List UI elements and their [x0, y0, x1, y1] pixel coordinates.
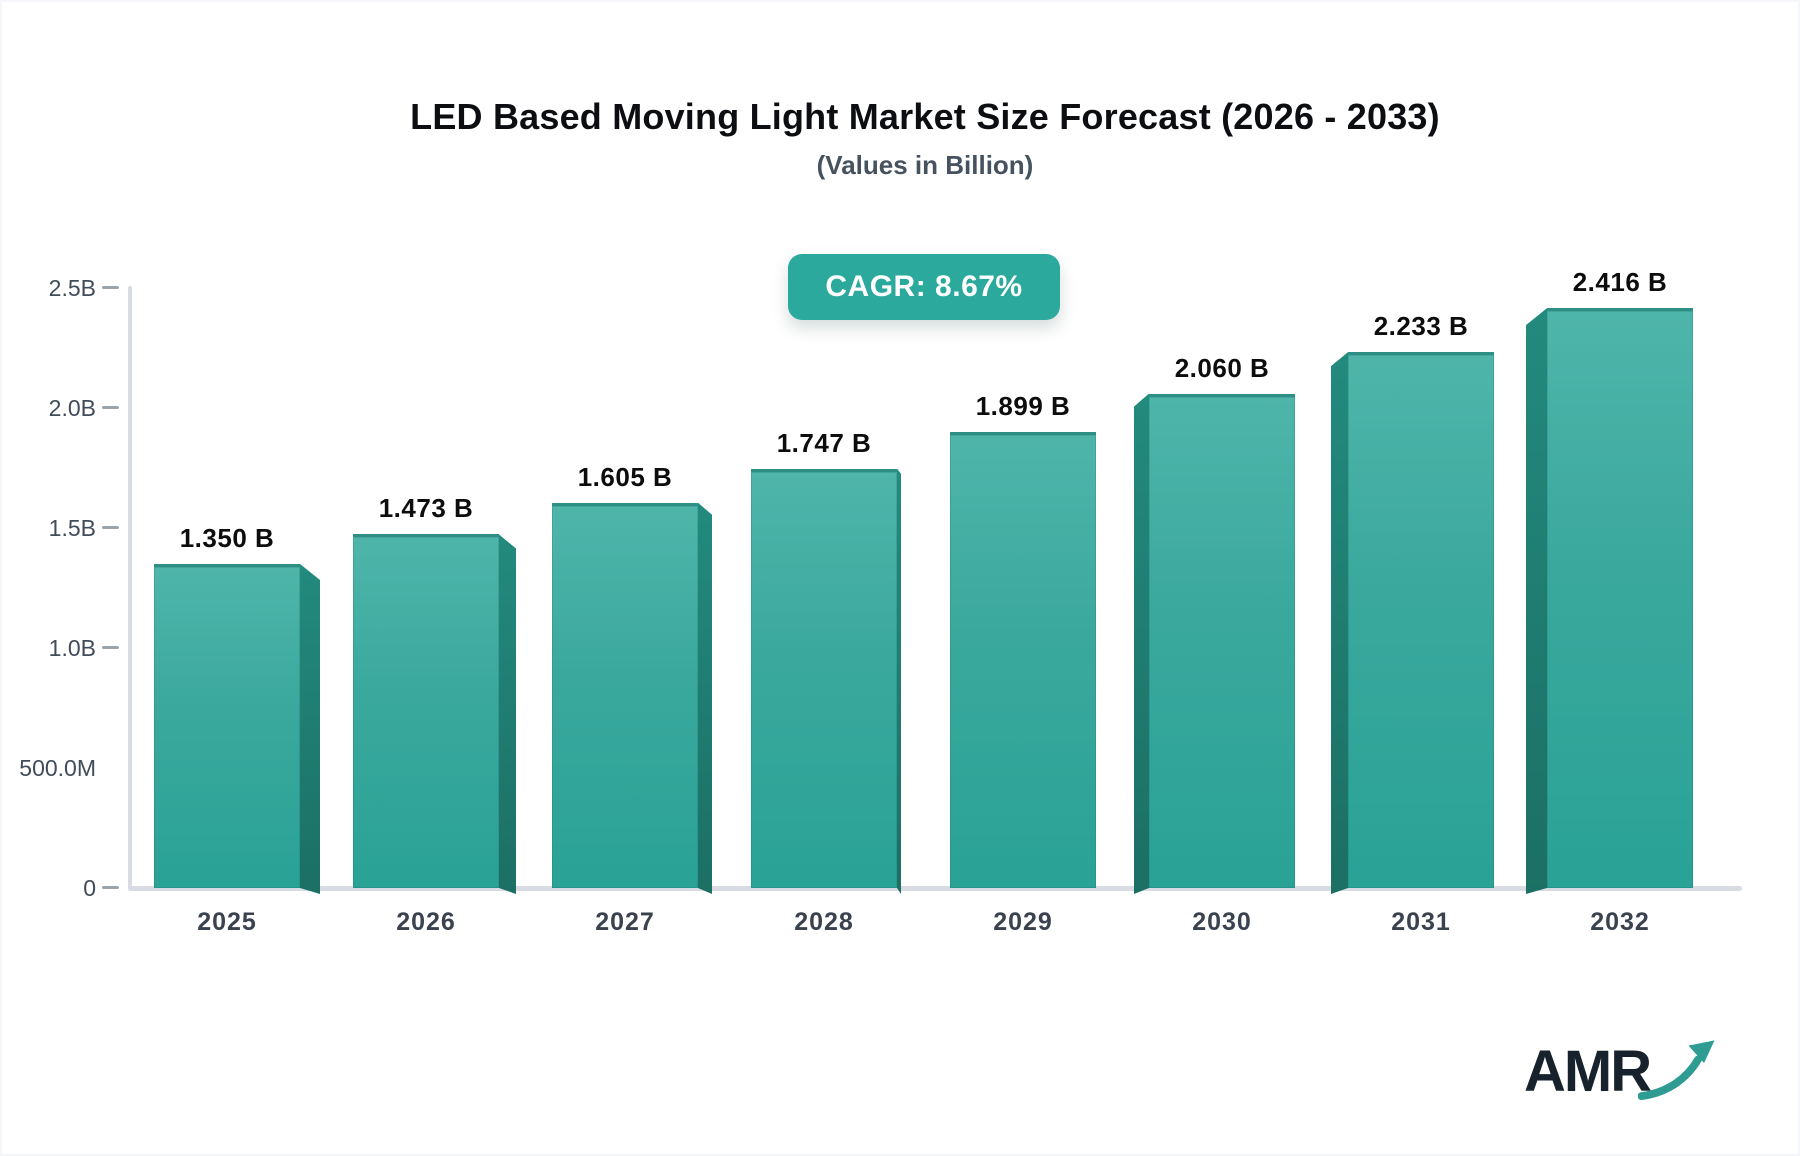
bar-value-label: 1.473 B: [378, 493, 474, 524]
bar-front-face: [950, 432, 1096, 888]
x-tick-label: 2026: [396, 908, 456, 936]
x-tick-label: 2031: [1391, 908, 1451, 936]
bar-front-face: [353, 534, 499, 888]
bar-side-face: [499, 534, 516, 894]
bar-2025: [154, 564, 320, 894]
bar-2028: [751, 468, 901, 894]
bar-value-label: 1.350 B: [179, 523, 275, 553]
bar-value-label: 1.605 B: [577, 461, 673, 492]
x-tick-label: 2027: [595, 908, 655, 936]
bar-side-face: [1134, 394, 1149, 894]
x-tick-label: 2032: [1590, 908, 1650, 936]
y-tick-mark: [102, 646, 119, 649]
chart-subtitle: (Values in Billion): [816, 150, 1034, 180]
cagr-badge: CAGR: 8.67%: [788, 254, 1060, 320]
y-tick-label: 1.5B: [48, 515, 96, 541]
growth-arrow-icon: [1638, 1040, 1715, 1100]
bar-front-face: [1547, 308, 1693, 888]
bar-2032: [1526, 308, 1693, 894]
y-tick-mark: [102, 286, 119, 289]
x-tick-label: 2029: [993, 908, 1053, 936]
bar-front-face: [751, 468, 897, 888]
x-tick-label: 2030: [1192, 908, 1252, 936]
bar-front-face: [552, 502, 698, 888]
chart-title: LED Based Moving Light Market Size Forec…: [410, 96, 1440, 137]
x-tick-label: 2028: [794, 908, 854, 936]
bar-value-label: 1.899 B: [975, 391, 1071, 422]
bar-2030: [1134, 393, 1295, 894]
bar-front-face: [1149, 393, 1295, 888]
y-axis-line: [128, 286, 132, 890]
bar-2029: [950, 432, 1096, 894]
bar-side-face: [300, 564, 320, 894]
bar-side-face: [1526, 308, 1547, 894]
y-tick-label: 1.0B: [48, 635, 96, 661]
y-tick-label: 2.0B: [48, 395, 96, 421]
bar-side-face: [698, 503, 712, 894]
y-tick-mark: [102, 886, 119, 889]
cagr-badge-label: CAGR: 8.67%: [825, 270, 1023, 303]
bar-front-face: [154, 564, 300, 888]
bar-value-label: 2.233 B: [1373, 311, 1469, 342]
y-tick-mark: [102, 526, 119, 529]
x-tick-label: 2025: [197, 908, 257, 936]
y-tick-mark: [102, 406, 119, 409]
bar-side-face: [897, 469, 901, 894]
amr-logo: AMR: [1524, 1036, 1718, 1108]
bar-value-label: 2.416 B: [1572, 267, 1668, 298]
bar-2026: [353, 534, 516, 894]
bar-front-face: [1348, 352, 1494, 888]
bar-value-label: 1.747 B: [776, 427, 872, 458]
bar-2031: [1331, 352, 1494, 894]
amr-logo-text: AMR: [1524, 1039, 1652, 1104]
y-tick-label: 2.5B: [48, 275, 96, 301]
y-tick-label: 0: [83, 875, 96, 901]
bar-2027: [552, 502, 712, 894]
bar-value-label: 2.060 B: [1174, 352, 1270, 383]
bar-side-face: [1331, 352, 1348, 894]
x-axis-line: [128, 886, 1742, 891]
y-tick-label: 500.0M: [19, 755, 96, 781]
